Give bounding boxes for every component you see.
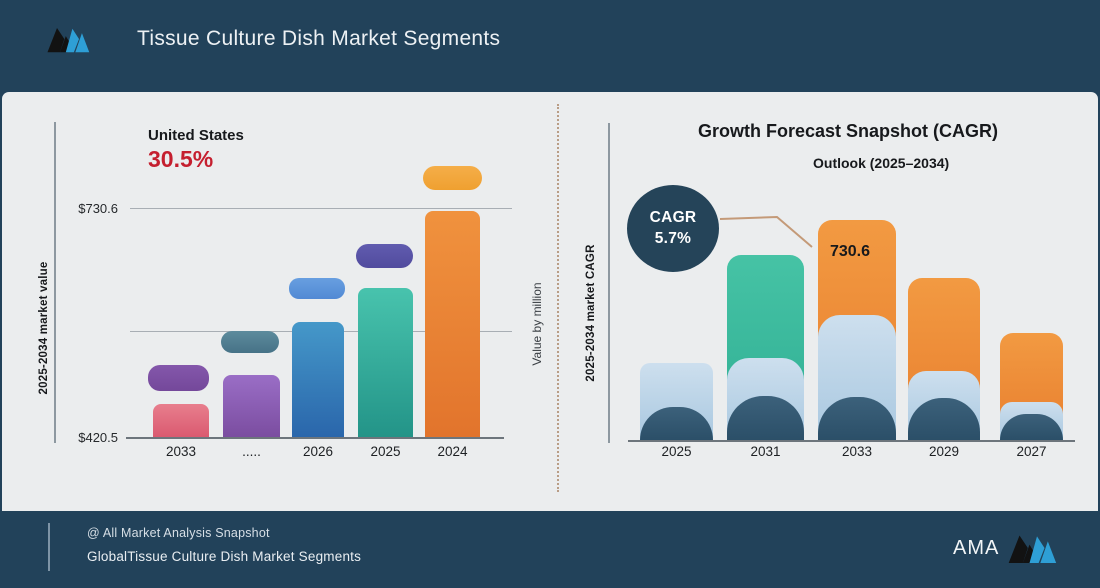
right-bar-data-label: 730.6 bbox=[829, 243, 871, 260]
right-bar-2027-segment-navy bbox=[1000, 414, 1063, 440]
right-chart-title: Growth Forecast Snapshot (CAGR) bbox=[697, 121, 998, 141]
cagr-badge-label: CAGR bbox=[649, 209, 697, 227]
footer-bar bbox=[0, 511, 1100, 588]
footer-brand-text: AMA bbox=[953, 537, 1000, 559]
footer-divider bbox=[48, 523, 50, 571]
left-bar-2026 bbox=[292, 322, 344, 437]
right-x-tick-label: 2027 bbox=[1016, 444, 1047, 459]
left-y-tick-label: $730.6 bbox=[78, 201, 118, 216]
left-x-tick-label: 2033 bbox=[165, 444, 197, 459]
left-x-tick-label: 2025 bbox=[370, 444, 401, 459]
footer-credit: @ All Market Analysis Snapshot bbox=[87, 526, 270, 540]
right-x-tick-label: 2029 bbox=[928, 444, 960, 459]
left-bar-2033 bbox=[153, 404, 209, 437]
left-bar-cap-2033 bbox=[148, 365, 209, 391]
page-title: Tissue Culture Dish Market Segments bbox=[137, 27, 501, 50]
left-y-tick-label: $420.5 bbox=[78, 430, 118, 445]
left-baseline bbox=[126, 437, 504, 439]
right-x-tick-label: 2033 bbox=[841, 444, 873, 459]
cagr-badge-value: 5.7% bbox=[654, 229, 692, 247]
right-baseline bbox=[628, 440, 1075, 442]
ama-logo-footer-icon bbox=[1008, 535, 1057, 563]
left-bar-cap-..... bbox=[221, 331, 279, 353]
left-chart-title: United States bbox=[148, 127, 244, 144]
right-y-axis-line bbox=[608, 123, 610, 443]
right-x-tick-label: 2031 bbox=[750, 444, 781, 459]
cagr-badge: CAGR 5.7% bbox=[627, 185, 719, 272]
left-x-tick-label: ..... bbox=[242, 444, 261, 459]
right-chart-subtitle: Outlook (2025–2034) bbox=[813, 155, 950, 171]
left-x-tick-label: 2026 bbox=[302, 444, 334, 459]
left-bar-cap-2024 bbox=[423, 166, 482, 190]
left-bar-..... bbox=[223, 375, 280, 437]
ama-logo-icon bbox=[47, 28, 90, 53]
footer-caption: GlobalTissue Culture Dish Market Segment… bbox=[87, 549, 362, 564]
left-bar-2024 bbox=[425, 211, 480, 437]
left-bar-2025 bbox=[358, 288, 413, 437]
left-y-axis-line bbox=[54, 122, 56, 443]
right-x-tick-label: 2025 bbox=[661, 444, 692, 459]
left-gridline bbox=[130, 208, 512, 209]
left-bar-cap-2025 bbox=[356, 244, 413, 268]
panel-divider bbox=[557, 104, 559, 492]
left-bar-cap-2026 bbox=[289, 278, 345, 299]
left-chart-highlight-value: 30.5% bbox=[148, 146, 214, 172]
left-x-tick-label: 2024 bbox=[437, 444, 468, 459]
